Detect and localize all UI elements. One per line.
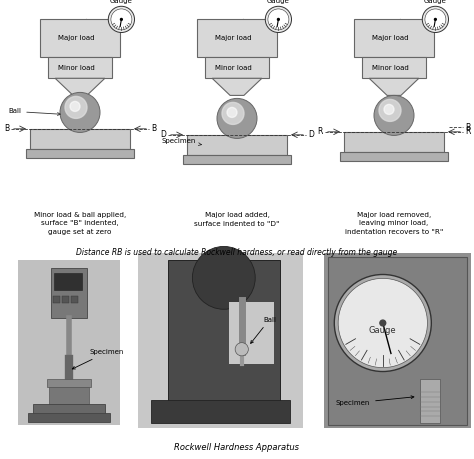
Circle shape: [374, 95, 414, 135]
FancyBboxPatch shape: [187, 135, 287, 155]
Text: Gauge: Gauge: [369, 326, 397, 335]
FancyBboxPatch shape: [138, 253, 303, 428]
Circle shape: [379, 100, 401, 122]
Text: Minor load: Minor load: [216, 65, 252, 71]
Circle shape: [111, 9, 132, 30]
Text: Gauge: Gauge: [424, 0, 447, 4]
Circle shape: [277, 18, 279, 20]
Text: Major load: Major load: [215, 35, 251, 41]
FancyBboxPatch shape: [340, 152, 448, 161]
Circle shape: [425, 9, 446, 30]
FancyBboxPatch shape: [28, 414, 110, 422]
Polygon shape: [55, 78, 105, 95]
Circle shape: [435, 18, 437, 20]
FancyBboxPatch shape: [62, 297, 69, 303]
FancyBboxPatch shape: [151, 400, 290, 423]
Circle shape: [338, 278, 428, 368]
Text: Major load removed,
leaving minor load,
indentation recovers to "R": Major load removed, leaving minor load, …: [345, 212, 443, 235]
Text: Ball: Ball: [8, 108, 60, 115]
Text: Gauge: Gauge: [110, 0, 133, 4]
Polygon shape: [369, 78, 419, 95]
FancyBboxPatch shape: [46, 379, 91, 387]
Text: Specimen: Specimen: [73, 349, 124, 369]
Circle shape: [60, 92, 100, 132]
FancyBboxPatch shape: [18, 260, 120, 425]
FancyBboxPatch shape: [71, 297, 78, 303]
Circle shape: [70, 101, 80, 112]
FancyBboxPatch shape: [197, 19, 277, 57]
Circle shape: [65, 96, 87, 118]
Circle shape: [268, 9, 289, 30]
Text: B: B: [465, 123, 470, 132]
Text: D: D: [308, 130, 314, 140]
FancyBboxPatch shape: [324, 253, 471, 428]
Text: Major load added,
surface indented to "D": Major load added, surface indented to "D…: [194, 212, 280, 226]
FancyBboxPatch shape: [183, 155, 291, 164]
FancyBboxPatch shape: [168, 260, 280, 409]
Text: Gauge: Gauge: [267, 0, 290, 4]
Text: Minor load: Minor load: [373, 65, 409, 71]
Text: Specimen: Specimen: [336, 396, 414, 406]
FancyBboxPatch shape: [33, 403, 105, 419]
FancyBboxPatch shape: [419, 379, 440, 423]
FancyBboxPatch shape: [205, 57, 269, 78]
Circle shape: [334, 274, 431, 371]
Text: Rockwell Hardness Apparatus: Rockwell Hardness Apparatus: [174, 443, 300, 453]
FancyBboxPatch shape: [30, 129, 130, 149]
Circle shape: [265, 6, 292, 33]
Text: R: R: [465, 127, 470, 136]
FancyBboxPatch shape: [26, 149, 134, 158]
Text: D: D: [160, 130, 166, 140]
FancyBboxPatch shape: [354, 19, 434, 57]
FancyBboxPatch shape: [328, 257, 466, 425]
FancyBboxPatch shape: [362, 57, 426, 78]
FancyBboxPatch shape: [51, 268, 87, 318]
FancyBboxPatch shape: [54, 273, 82, 290]
Circle shape: [217, 98, 257, 139]
Text: Ball: Ball: [251, 317, 276, 343]
Text: Minor load & ball applied,
surface "B" indented,
gauge set at zero: Minor load & ball applied, surface "B" i…: [34, 212, 126, 235]
Text: B: B: [151, 124, 156, 133]
Text: Minor load: Minor load: [58, 65, 95, 71]
FancyBboxPatch shape: [229, 302, 274, 364]
Text: Distance RB is used to calculate Rockwell hardness, or read directly from the ga: Distance RB is used to calculate Rockwel…: [76, 248, 398, 257]
Text: Specimen: Specimen: [161, 138, 201, 146]
Circle shape: [380, 320, 386, 326]
Circle shape: [192, 246, 255, 309]
Circle shape: [120, 18, 122, 20]
Circle shape: [108, 6, 135, 33]
Circle shape: [384, 104, 394, 114]
FancyBboxPatch shape: [344, 132, 444, 152]
Text: Major load: Major load: [58, 35, 94, 41]
Polygon shape: [212, 78, 262, 95]
Text: Major load: Major load: [372, 35, 408, 41]
Text: R: R: [318, 127, 323, 136]
Circle shape: [222, 102, 244, 124]
Text: B: B: [4, 124, 9, 133]
FancyBboxPatch shape: [53, 297, 60, 303]
Circle shape: [227, 107, 237, 118]
FancyBboxPatch shape: [48, 57, 112, 78]
FancyBboxPatch shape: [49, 387, 90, 403]
FancyBboxPatch shape: [40, 19, 120, 57]
Circle shape: [422, 6, 448, 33]
Circle shape: [235, 343, 248, 356]
